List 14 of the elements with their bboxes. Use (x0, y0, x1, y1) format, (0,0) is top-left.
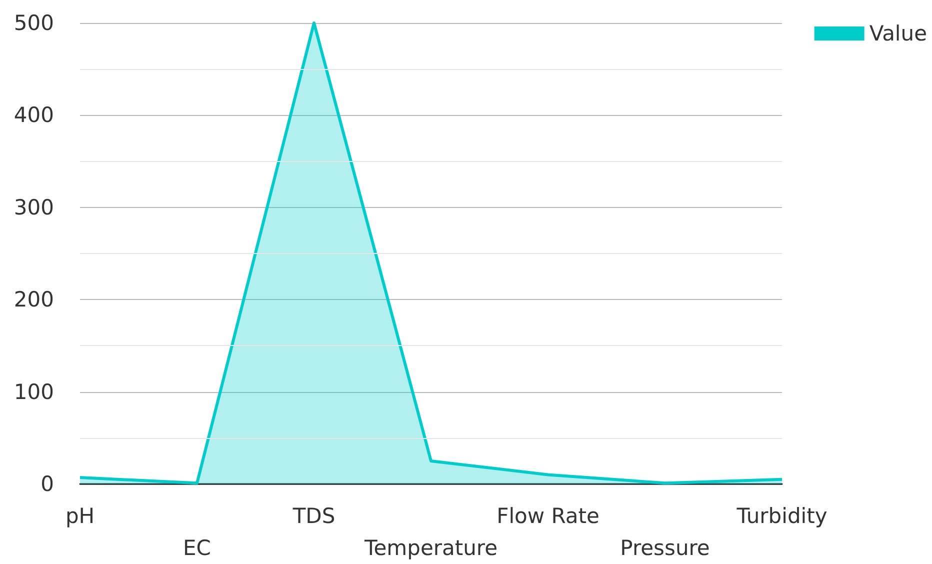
y-tick-label: 0 (40, 472, 54, 496)
y-tick-label: 100 (14, 380, 54, 404)
x-tick-label: EC (183, 536, 211, 560)
legend-label: Value (869, 22, 928, 46)
y-tick-label: 300 (14, 195, 54, 220)
y-tick-label: 200 (14, 288, 54, 312)
x-tick-label: Temperature (363, 536, 498, 560)
x-tick-label: Flow Rate (496, 504, 600, 528)
x-tick-label: Turbidity (736, 504, 828, 528)
y-tick-label: 500 (14, 11, 54, 35)
x-tick-label: Pressure (620, 536, 710, 560)
x-tick-label: TDS (292, 504, 336, 528)
x-tick-label: pH (65, 504, 95, 528)
y-tick-label: 400 (14, 103, 54, 128)
